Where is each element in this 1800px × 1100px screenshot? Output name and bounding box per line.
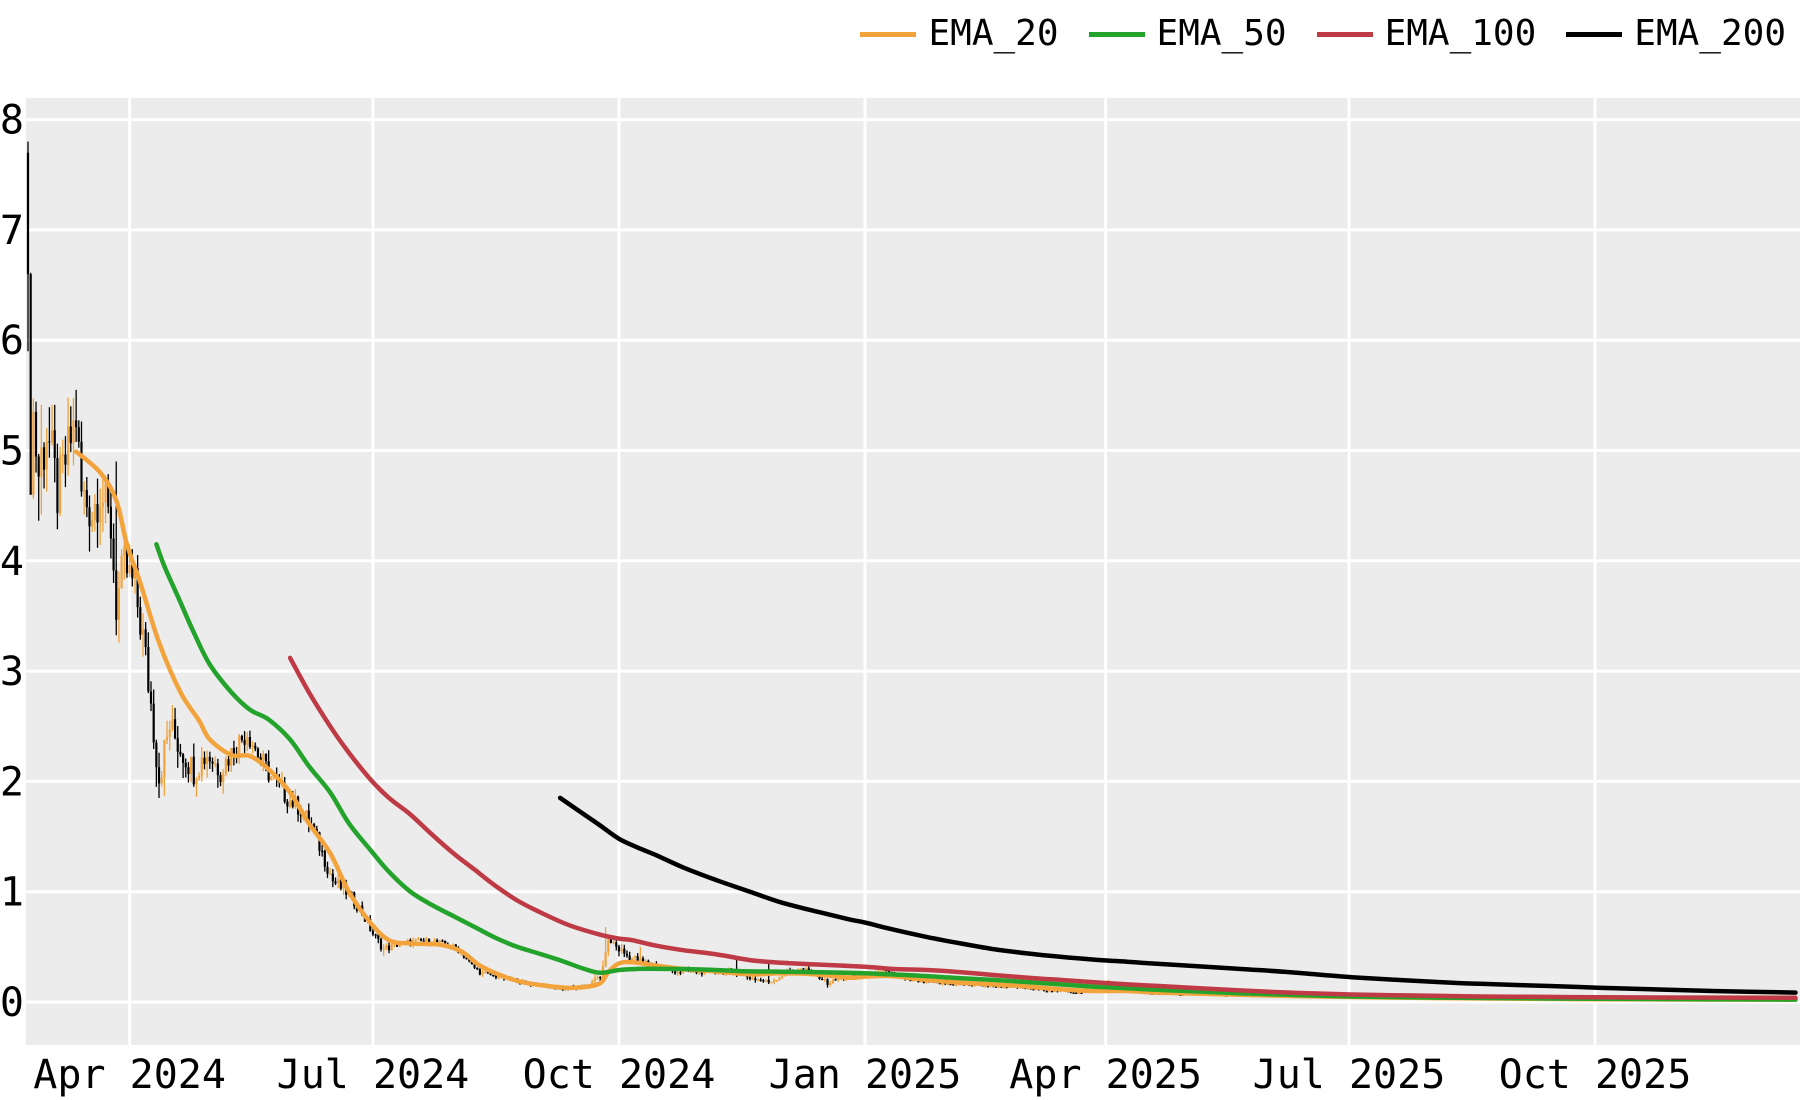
legend-label-ema50: EMA_50 <box>1156 13 1287 54</box>
y-tick-label: 3 <box>0 649 24 695</box>
y-tick-label: 6 <box>0 318 24 364</box>
ema50-line-swatch <box>1088 31 1145 37</box>
ema100-line-swatch <box>1316 31 1373 37</box>
x-tick-label: Oct 2024 <box>523 1052 716 1098</box>
legend-label-ema20: EMA_20 <box>928 13 1059 54</box>
x-tick-label: Oct 2025 <box>1499 1052 1692 1098</box>
legend-item-ema100: EMA_100 <box>1316 13 1537 54</box>
legend-item-ema200: EMA_200 <box>1566 16 1786 52</box>
x-axis-tick-labels: Apr 2024 Jul 2024 Oct 2024 Jan 2025 Apr 2025… <box>33 1052 1691 1098</box>
line-ema_50 <box>154 542 1798 1002</box>
y-tick-label: 2 <box>0 759 24 805</box>
y-tick-label: 4 <box>0 539 24 585</box>
ema200-line-swatch <box>1566 31 1623 37</box>
y-tick-label: 7 <box>0 208 24 254</box>
y-tick-label: 8 <box>0 98 24 144</box>
y-axis-tick-labels: 0 1 2 3 4 5 6 7 8 <box>0 98 24 1026</box>
legend: EMA_20 EMA_50 EMA_100 EMA_200 <box>860 16 1786 52</box>
x-tick-label: Jan 2025 <box>769 1052 962 1098</box>
ema20-line-swatch <box>860 31 917 37</box>
y-tick-label: 1 <box>0 870 24 916</box>
legend-item-ema20: EMA_20 <box>860 13 1059 54</box>
x-tick-label: Apr 2025 <box>1009 1052 1202 1098</box>
gridlines <box>26 98 1800 1045</box>
y-tick-label: 0 <box>0 980 24 1026</box>
x-tick-label: Jul 2025 <box>1253 1052 1446 1098</box>
legend-label-ema200: EMA_200 <box>1634 13 1786 54</box>
line-ema_200 <box>557 795 1798 995</box>
legend-label-ema100: EMA_100 <box>1384 13 1537 54</box>
plot-background <box>26 98 1800 1045</box>
legend-item-ema50: EMA_50 <box>1088 13 1287 54</box>
line-ema_100 <box>287 655 1798 1001</box>
x-tick-label: Apr 2024 <box>33 1052 226 1098</box>
line-ema_20 <box>73 449 1798 1003</box>
x-tick-label: Jul 2024 <box>277 1052 470 1098</box>
y-tick-label: 5 <box>0 429 24 475</box>
